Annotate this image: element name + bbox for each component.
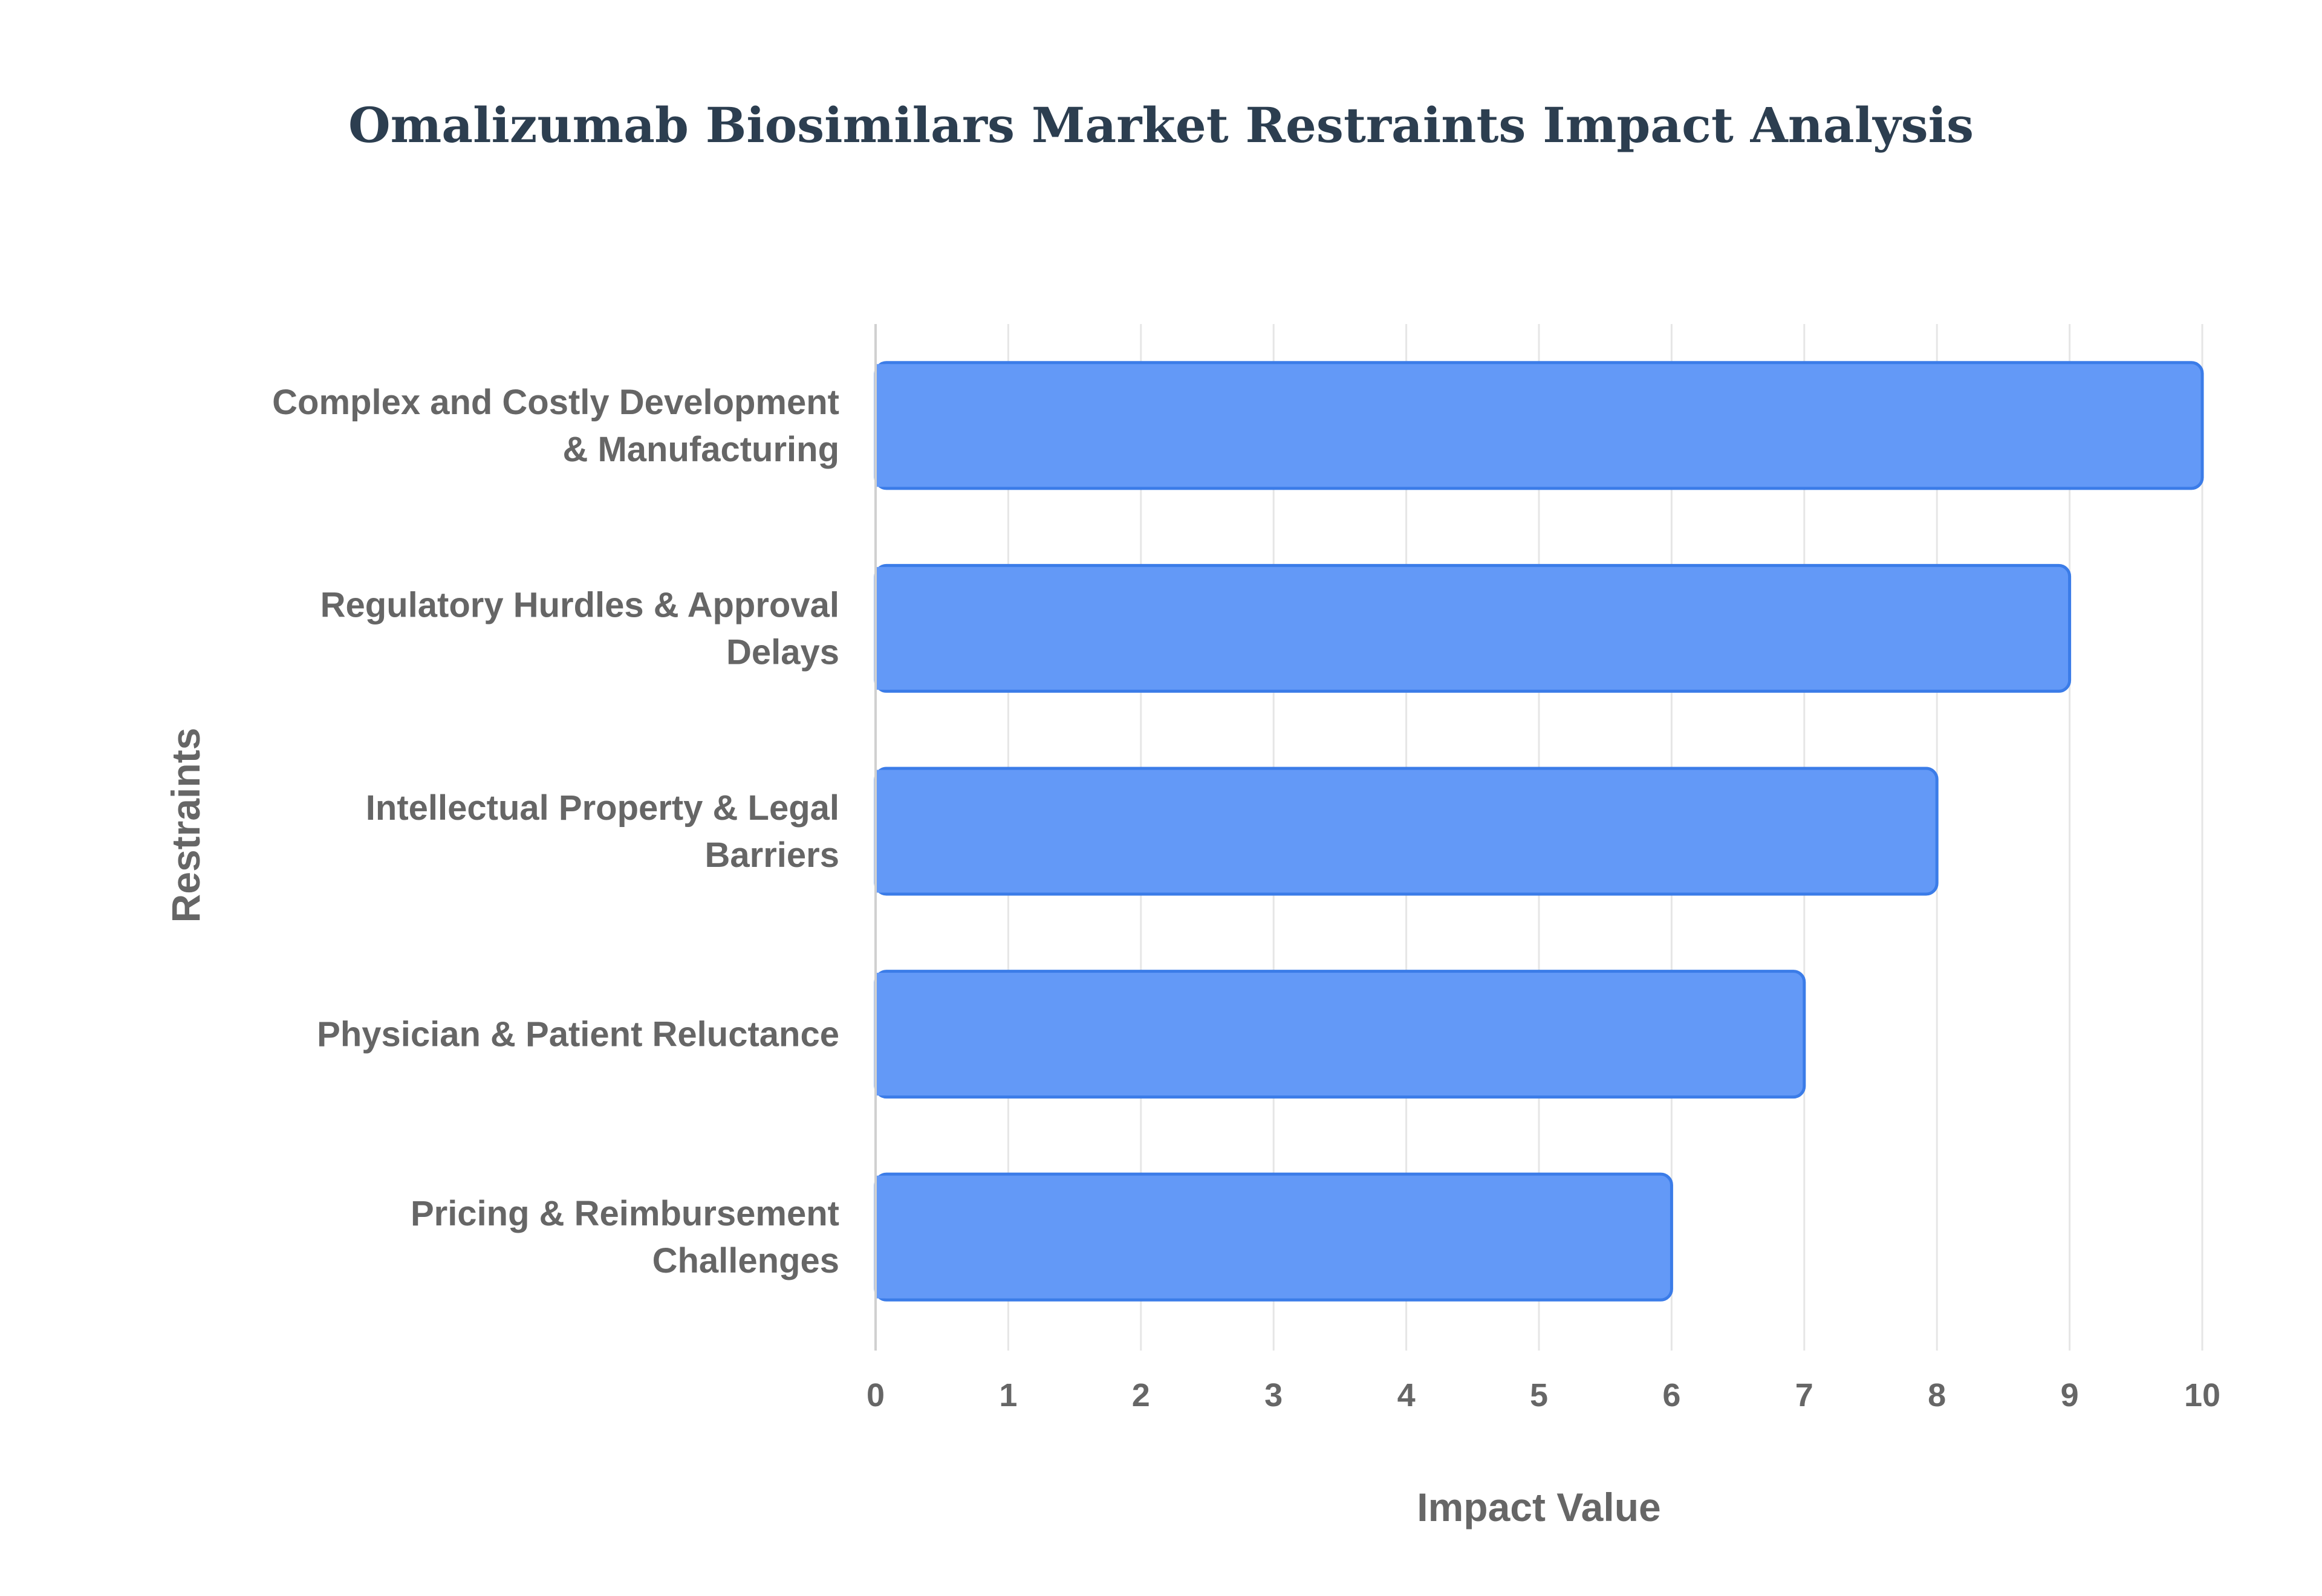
labels: 0 1 2 3 4 5 6 7 8 9 10 Complex and Costly Developme… — [272, 383, 2220, 1413]
x-tick-label: 6 — [1662, 1377, 1680, 1413]
chart-title: Omalizumab Biosimilars Market Restraints… — [348, 97, 1974, 154]
bar-left-edge — [876, 1175, 890, 1299]
x-tick-label: 0 — [867, 1377, 885, 1413]
x-tick-label: 3 — [1264, 1377, 1283, 1413]
y-axis-title: Restraints — [163, 728, 208, 923]
x-tick-label: 2 — [1132, 1377, 1150, 1413]
y-category-label: Complex and Costly Development & Manufact… — [272, 383, 839, 469]
bar[interactable] — [874, 563, 2072, 693]
x-axis-title: Impact Value — [1417, 1485, 1661, 1529]
y-category-label: Pricing & Reimbursement Challenges — [411, 1194, 839, 1280]
y-category-label: Physician & Patient Reluctance — [317, 1015, 839, 1054]
x-tick-label: 8 — [1928, 1377, 1946, 1413]
bar-left-edge — [876, 566, 890, 690]
bar[interactable] — [874, 970, 1806, 1099]
x-tick-label: 10 — [2184, 1377, 2220, 1413]
bar-left-edge — [876, 364, 890, 487]
x-tick-label: 7 — [1795, 1377, 1813, 1413]
x-tick-label: 4 — [1397, 1377, 1416, 1413]
x-tick-label: 9 — [2061, 1377, 2079, 1413]
bar[interactable] — [874, 767, 1939, 896]
bar[interactable] — [874, 361, 2204, 490]
y-category-label: Intellectual Property & Legal Barriers — [366, 788, 839, 875]
x-tick-label: 1 — [999, 1377, 1017, 1413]
bar[interactable] — [874, 1172, 1673, 1302]
x-tick-label: 5 — [1530, 1377, 1548, 1413]
bars — [874, 361, 2204, 1302]
bar-left-edge — [876, 770, 890, 893]
bar-left-edge — [876, 973, 890, 1096]
y-category-label: Regulatory Hurdles & Approval Delays — [320, 585, 839, 672]
